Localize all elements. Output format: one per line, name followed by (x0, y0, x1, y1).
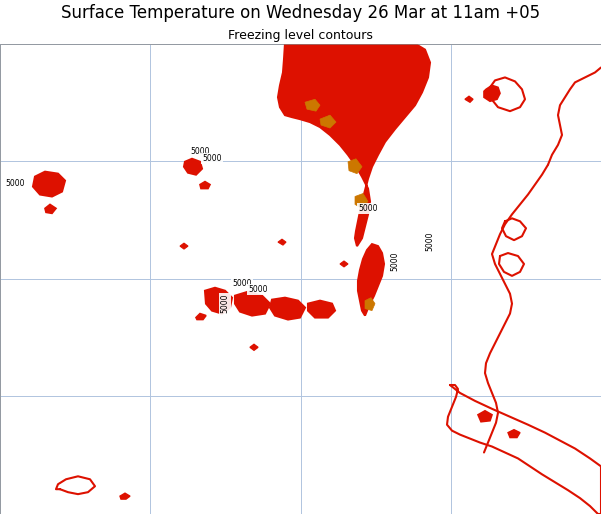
Polygon shape (340, 261, 348, 267)
Text: 5000: 5000 (191, 148, 210, 156)
Polygon shape (508, 430, 520, 437)
Text: Surface Temperature on Wednesday 26 Mar at 11am +05: Surface Temperature on Wednesday 26 Mar … (61, 4, 540, 22)
Polygon shape (196, 314, 206, 320)
Polygon shape (200, 181, 210, 189)
Polygon shape (270, 298, 305, 320)
Polygon shape (120, 493, 130, 499)
Polygon shape (355, 193, 368, 208)
Polygon shape (205, 288, 232, 314)
Polygon shape (358, 244, 384, 316)
Polygon shape (180, 243, 188, 249)
Text: 5000: 5000 (248, 285, 268, 294)
Text: Freezing level contours: Freezing level contours (228, 29, 373, 42)
Polygon shape (305, 99, 320, 111)
Text: 5000: 5000 (426, 231, 435, 251)
Polygon shape (33, 172, 65, 196)
Text: 5000: 5000 (391, 251, 400, 271)
Polygon shape (278, 44, 430, 246)
Polygon shape (184, 159, 202, 175)
Polygon shape (235, 292, 270, 316)
Text: 5000: 5000 (5, 179, 25, 188)
Polygon shape (465, 96, 473, 102)
Polygon shape (478, 411, 492, 421)
Text: 5000: 5000 (221, 294, 230, 314)
Polygon shape (45, 205, 56, 213)
Polygon shape (278, 239, 286, 245)
Polygon shape (320, 115, 336, 128)
Polygon shape (308, 301, 335, 318)
Polygon shape (348, 159, 362, 174)
Polygon shape (250, 344, 258, 350)
Text: 5000: 5000 (232, 279, 252, 288)
Polygon shape (484, 85, 500, 101)
Polygon shape (365, 298, 375, 310)
Text: 5000: 5000 (203, 154, 222, 163)
Text: 5000: 5000 (358, 204, 378, 213)
